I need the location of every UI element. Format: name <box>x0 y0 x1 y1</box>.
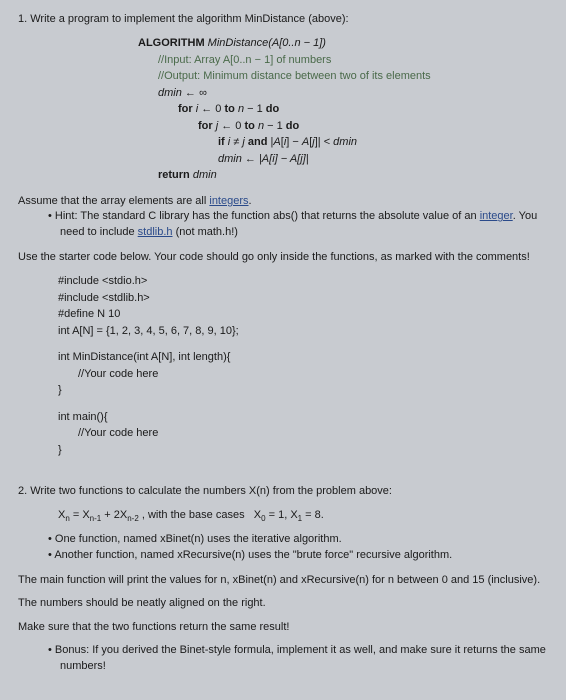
code-l1: #include <stdio.h> <box>58 273 548 290</box>
assume-block: Assume that the array elements are all i… <box>18 194 548 240</box>
code-l8: int main(){ <box>58 409 548 426</box>
stdlib-link: stdlib.h <box>138 226 173 238</box>
algo-input: //Input: Array A[0..n − 1] of numbers <box>158 52 548 69</box>
q2-p3: Make sure that the two functions return … <box>18 620 548 635</box>
q2-header: 2. Write two functions to calculate the … <box>18 484 548 499</box>
algo-l2: for i ← 0 to n − 1 do <box>178 101 548 118</box>
q2-b2: Another function, named xRecursive(n) us… <box>48 548 548 563</box>
code-block: #include <stdio.h> #include <stdlib.h> #… <box>58 273 548 458</box>
hint-bullet: Hint: The standard C library has the fun… <box>48 209 548 240</box>
q2-p1: The main function will print the values … <box>18 573 548 588</box>
algo-l3: for j ← 0 to n − 1 do <box>198 118 548 135</box>
integer-link: integer <box>480 210 513 222</box>
algo-keyword: ALGORITHM <box>138 37 205 49</box>
code-l2: #include <stdlib.h> <box>58 290 548 307</box>
bonus-bullet: Bonus: If you derived the Binet-style fo… <box>48 643 548 674</box>
algo-l6: return dmin <box>158 167 548 184</box>
algo-title-line: ALGORITHM MinDistance(A[0..n − 1]) <box>138 35 548 52</box>
algo-name: MinDistance(A[0..n − 1]) <box>208 37 326 49</box>
algo-l5: dmin ← |A[i] − A[j]| <box>218 151 548 168</box>
code-l7: } <box>58 382 548 399</box>
q2-p2: The numbers should be neatly aligned on … <box>18 596 548 611</box>
q2-bullets: One function, named xBinet(n) uses the i… <box>48 532 548 563</box>
algo-l1: dmin ← ∞ <box>158 85 548 102</box>
algo-output: //Output: Minimum distance between two o… <box>158 68 548 85</box>
code-l3: #define N 10 <box>58 306 548 323</box>
code-l10: } <box>58 442 548 459</box>
code-l6: //Your code here <box>78 366 548 383</box>
integers-link: integers <box>209 195 248 207</box>
code-l5: int MinDistance(int A[N], int length){ <box>58 349 548 366</box>
algorithm-block: ALGORITHM MinDistance(A[0..n − 1]) //Inp… <box>138 35 548 184</box>
assume-line: Assume that the array elements are all i… <box>18 194 548 209</box>
code-l9: //Your code here <box>78 425 548 442</box>
q2-b1: One function, named xBinet(n) uses the i… <box>48 532 548 547</box>
q1-header: 1. Write a program to implement the algo… <box>18 12 548 27</box>
algo-l4: if i ≠ j and |A[i] − A[j]| < dmin <box>218 134 548 151</box>
formula: Xn = Xn-1 + 2Xn-2 , with the base cases … <box>58 508 548 524</box>
starter-text: Use the starter code below. Your code sh… <box>18 250 548 265</box>
code-l4: int A[N] = {1, 2, 3, 4, 5, 6, 7, 8, 9, 1… <box>58 323 548 340</box>
